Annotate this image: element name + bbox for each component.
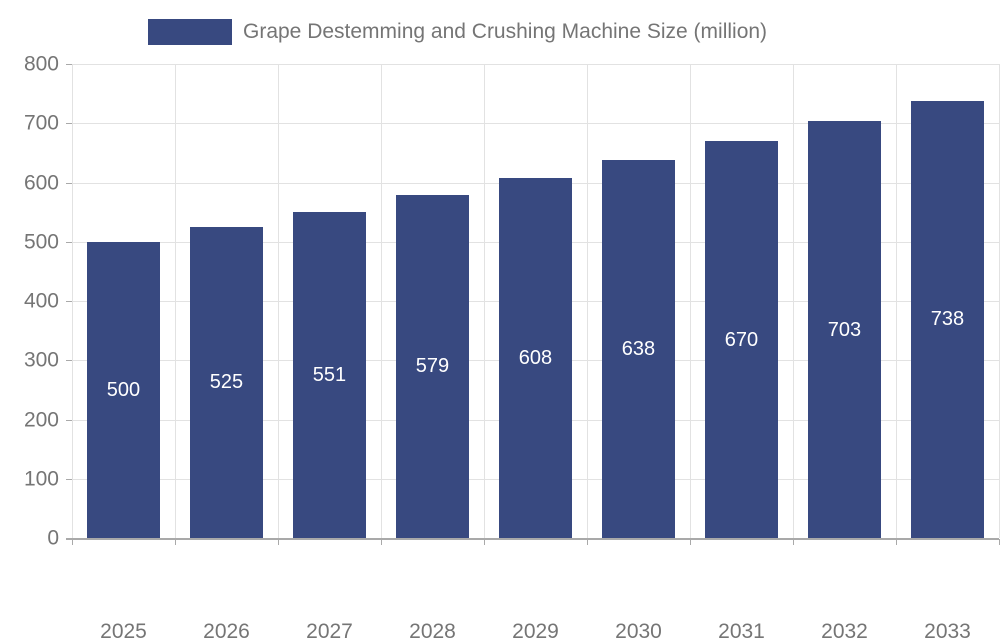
bar-value-label: 703	[827, 318, 862, 341]
x-tick-label: 2028	[409, 620, 456, 643]
gridline-vertical	[381, 64, 382, 538]
bar-2029	[499, 177, 572, 538]
y-tick-label: 0	[47, 526, 59, 550]
x-axis-tick	[484, 539, 485, 545]
bar-2027	[293, 211, 366, 538]
bar-2031	[705, 141, 778, 538]
x-axis-line	[66, 538, 999, 540]
bar-value-label: 525	[209, 371, 244, 394]
x-axis-tick	[175, 539, 176, 545]
bar-chart: Grape Destemming and Crushing Machine Si…	[24, 19, 1000, 643]
y-axis-tick	[66, 419, 72, 421]
bar-value-label: 638	[621, 337, 656, 360]
gridline-vertical	[278, 64, 279, 538]
x-tick-label: 2033	[924, 620, 971, 643]
y-axis-tick	[66, 182, 72, 184]
gridline-horizontal	[72, 64, 999, 65]
x-axis-tick	[72, 539, 73, 545]
chart-title: Grape Destemming and Crushing Machine Si…	[243, 20, 768, 43]
bar-2028	[396, 194, 469, 538]
bar-2033	[911, 100, 984, 538]
x-axis-tick	[793, 539, 794, 545]
y-tick-label: 600	[23, 171, 59, 194]
gridline-vertical	[72, 64, 73, 538]
gridline-vertical	[175, 64, 176, 538]
y-axis-tick	[66, 478, 72, 480]
bar-2026	[190, 226, 263, 538]
y-tick-label: 500	[23, 230, 59, 254]
x-axis-tick	[278, 539, 279, 545]
y-tick-label: 100	[23, 467, 59, 491]
plot-area: 0 100 200 300 400 500 600 700 800 500 2025 525 2026 5…	[24, 54, 1000, 643]
bar-2025	[87, 241, 160, 538]
legend-swatch	[148, 19, 232, 45]
gridline-vertical	[690, 64, 691, 538]
y-axis-tick	[66, 301, 72, 302]
gridline-horizontal	[72, 123, 999, 125]
gridline-vertical	[484, 64, 485, 538]
y-tick-label: 300	[23, 348, 59, 372]
y-axis-tick	[66, 360, 72, 362]
y-tick-label: 700	[23, 111, 59, 135]
bar-value-label: 608	[518, 346, 553, 369]
x-tick-label: 2026	[203, 620, 250, 643]
gridline-vertical	[793, 64, 794, 538]
x-axis-tick	[690, 539, 691, 545]
chart-legend: Grape Destemming and Crushing Machine Si…	[148, 19, 767, 45]
x-axis-tick	[896, 539, 897, 545]
x-tick-label: 2025	[100, 620, 147, 643]
y-tick-label: 400	[23, 289, 59, 313]
bar-value-label: 551	[312, 363, 347, 386]
x-tick-label: 2027	[306, 620, 353, 643]
bar-value-label: 579	[415, 355, 450, 378]
x-axis-tick	[587, 539, 588, 545]
y-axis-tick	[66, 241, 72, 243]
bar-value-label: 738	[930, 308, 965, 331]
y-tick-label: 800	[23, 52, 59, 76]
x-axis-tick	[381, 539, 382, 545]
gridline-vertical	[587, 64, 588, 538]
bar-2032	[808, 121, 881, 538]
x-tick-label: 2032	[821, 620, 868, 643]
bar-value-label: 670	[724, 328, 759, 351]
bar-value-label: 500	[106, 378, 141, 401]
y-axis-tick	[66, 123, 72, 125]
gridline-vertical	[896, 64, 897, 538]
x-tick-label: 2030	[615, 620, 662, 643]
x-tick-label: 2029	[512, 620, 559, 643]
y-tick-label: 200	[23, 408, 59, 431]
bar-2030	[602, 159, 675, 538]
y-axis-tick	[66, 64, 72, 65]
x-tick-label: 2031	[718, 620, 765, 643]
